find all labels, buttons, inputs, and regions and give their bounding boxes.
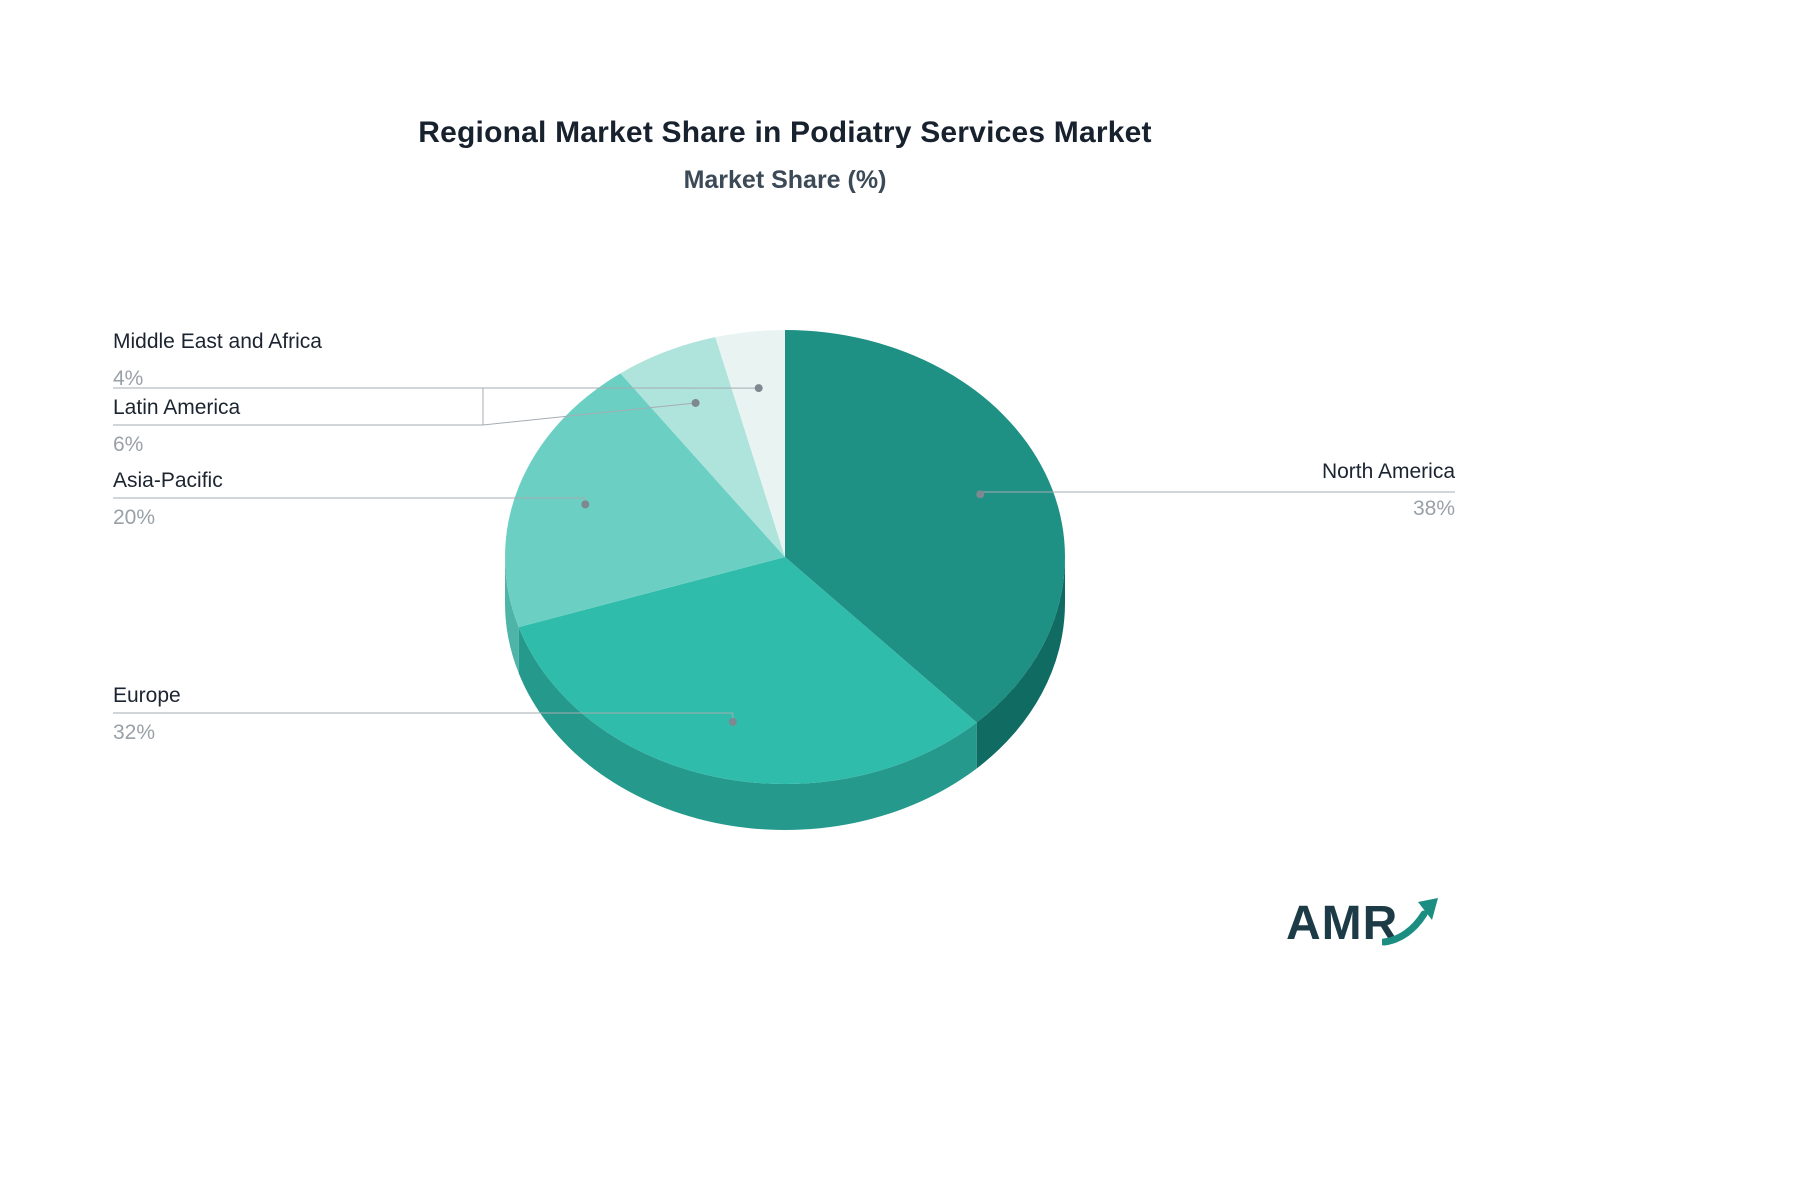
pie-slice-latin-america bbox=[620, 337, 785, 557]
slice-value-north-america: 38% bbox=[1412, 497, 1455, 520]
slice-value-europe: 32% bbox=[113, 721, 156, 744]
pie-slice-europe bbox=[518, 557, 977, 785]
callout-latin-america: Latin America 6% bbox=[113, 396, 240, 457]
trend-up-arrow-icon bbox=[1382, 898, 1438, 946]
leader-dot-middle-east-and-africa bbox=[754, 384, 763, 393]
pie-slice-side-north-america bbox=[976, 557, 1065, 769]
pie-slice-middle-east-and-africa bbox=[715, 330, 785, 557]
slice-label-middle-east-and-africa: Middle East and Africa bbox=[113, 330, 322, 353]
leader-dot-latin-america bbox=[691, 398, 700, 407]
trend-arrow-head bbox=[1418, 898, 1438, 920]
pie-slice-asia-pacific bbox=[505, 373, 785, 628]
pie-slice-side-europe bbox=[518, 627, 977, 831]
slice-label-north-america: North America bbox=[1321, 460, 1455, 483]
amr-logo: AMR bbox=[1286, 896, 1456, 966]
slice-value-asia-pacific: 20% bbox=[113, 506, 156, 529]
slice-label-europe: Europe bbox=[113, 684, 181, 707]
trend-arrow-shaft bbox=[1382, 910, 1428, 946]
slice-value-latin-america: 6% bbox=[113, 433, 144, 456]
slice-label-latin-america: Latin America bbox=[113, 396, 241, 419]
callout-europe: Europe 32% bbox=[113, 684, 181, 745]
leader-dot-asia-pacific bbox=[581, 500, 590, 509]
leader-dot-europe bbox=[728, 717, 737, 726]
callout-middle-east-and-africa: Middle East and Africa 4% bbox=[113, 330, 322, 391]
chart-subtitle: Market Share (%) bbox=[683, 166, 887, 194]
slice-label-asia-pacific: Asia-Pacific bbox=[113, 469, 223, 492]
callout-asia-pacific: Asia-Pacific 20% bbox=[113, 469, 223, 530]
leader-dot-north-america bbox=[976, 490, 985, 499]
pie-slice-north-america bbox=[785, 330, 1065, 723]
chart-title: Regional Market Share in Podiatry Servic… bbox=[418, 116, 1152, 149]
pie-slice-side-asia-pacific bbox=[505, 557, 519, 674]
callout-north-america: North America 38% bbox=[1322, 460, 1455, 521]
amr-logo-text: AMR bbox=[1286, 897, 1399, 950]
slice-value-middle-east-and-africa: 4% bbox=[113, 367, 144, 390]
